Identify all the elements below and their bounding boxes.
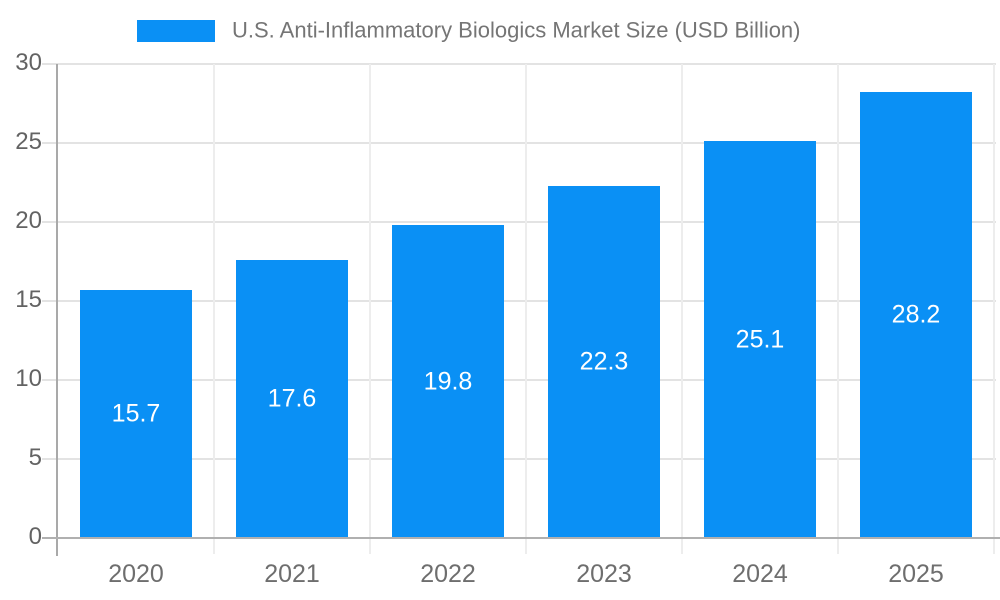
- y-tick-label: 0: [28, 522, 42, 550]
- y-tick-label: 20: [15, 206, 42, 234]
- x-axis-line: [42, 537, 1000, 539]
- gridline-v: [369, 64, 371, 554]
- bar-2025: [860, 92, 972, 538]
- gridline-h: [42, 63, 996, 65]
- gridline-h: [42, 379, 996, 381]
- legend-swatch: [137, 20, 215, 42]
- gridline-v: [681, 64, 683, 554]
- chart-title: U.S. Anti-Inflammatory Biologics Market …: [232, 17, 801, 43]
- bar-value-label: 19.8: [423, 367, 473, 396]
- bar-value-label: 22.3: [579, 347, 629, 376]
- gridline-v: [525, 64, 527, 554]
- x-tick-label: 2025: [888, 560, 944, 588]
- bar-value-label: 17.6: [267, 384, 317, 413]
- gridline-h: [42, 221, 996, 223]
- gridline-h: [42, 458, 996, 460]
- x-tick-label: 2021: [264, 560, 320, 588]
- y-tick-label: 5: [28, 443, 42, 471]
- gridline-v: [993, 64, 995, 554]
- bar-value-label: 25.1: [735, 325, 785, 354]
- x-tick-label: 2020: [108, 560, 164, 588]
- x-tick-label: 2024: [732, 560, 788, 588]
- bar-2024: [704, 141, 816, 538]
- gridline-v: [213, 64, 215, 554]
- y-tick-label: 25: [15, 127, 42, 155]
- x-tick-label: 2022: [420, 560, 476, 588]
- bar-value-label: 15.7: [111, 399, 161, 428]
- gridline-h: [42, 300, 996, 302]
- gridline-h: [42, 142, 996, 144]
- bar-value-label: 28.2: [891, 300, 941, 329]
- y-axis-line: [56, 64, 58, 556]
- y-tick-label: 15: [15, 285, 42, 313]
- bar-2022: [392, 225, 504, 538]
- y-tick-label: 10: [15, 364, 42, 392]
- bar-2021: [236, 259, 348, 538]
- gridline-v: [837, 64, 839, 554]
- bar-2020: [80, 289, 192, 538]
- x-tick-label: 2023: [576, 560, 632, 588]
- bar-2023: [548, 185, 660, 538]
- y-tick-label: 30: [15, 48, 42, 76]
